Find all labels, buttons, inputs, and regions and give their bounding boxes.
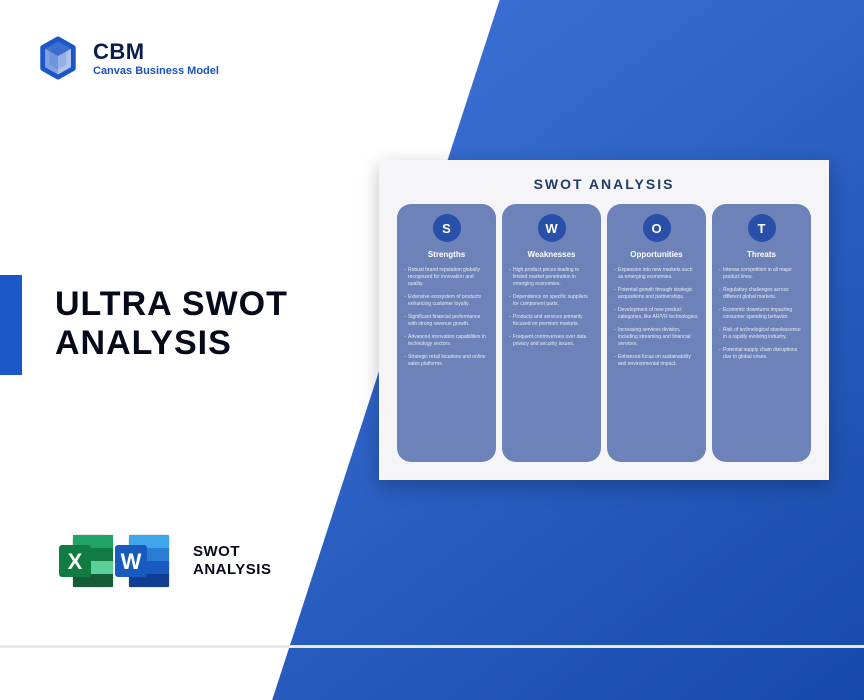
swot-item: Development of new product categories, l… (614, 307, 699, 321)
swot-column-heading: Weaknesses (528, 250, 576, 259)
swot-column: T Threats Intense competition in all major… (712, 204, 811, 462)
swot-preview-card: SWOT ANALYSIS S Strengths Robust brand rep… (379, 160, 829, 480)
swot-item: Intense competition in all major product… (719, 267, 804, 281)
swot-item: Enhanced focus on sustainability and env… (614, 354, 699, 368)
filetype-label-line-1: SWOT (193, 543, 271, 561)
swot-item: High product prices leading to limited m… (509, 267, 594, 288)
swot-item: Risk of technological obsolescence in a … (719, 327, 804, 341)
brand-logo-icon (35, 35, 81, 81)
swot-letter-badge: T (748, 214, 776, 242)
swot-item-list: Expansion into new markets such as emerg… (614, 267, 699, 374)
swot-column-heading: Threats (747, 250, 776, 259)
svg-text:W: W (121, 549, 142, 574)
excel-icon: X (55, 529, 119, 593)
swot-card-title: SWOT ANALYSIS (397, 176, 811, 192)
swot-column: W Weaknesses High product prices leading t… (502, 204, 601, 462)
swot-item: Advanced innovation capabilities in tech… (404, 334, 489, 348)
swot-column-heading: Opportunities (630, 250, 682, 259)
swot-column-heading: Strengths (428, 250, 465, 259)
swot-item: Expansion into new markets such as emerg… (614, 267, 699, 281)
filetype-icons: X W SWOT ANALYSIS (55, 529, 271, 593)
filetype-label-line-2: ANALYSIS (193, 561, 271, 579)
swot-letter-badge: W (538, 214, 566, 242)
swot-item: Dependence on specific suppliers for com… (509, 294, 594, 308)
swot-item: Potential growth through strategic acqui… (614, 287, 699, 301)
swot-item: Economic downturns impacting consumer sp… (719, 307, 804, 321)
accent-bar (0, 275, 22, 375)
swot-columns: S Strengths Robust brand reputation global… (397, 204, 811, 462)
swot-letter-badge: S (433, 214, 461, 242)
swot-item: Strategic retail locations and online sa… (404, 354, 489, 368)
title-line-1: ULTRA SWOT (55, 285, 288, 324)
swot-item: Products and services primarily focused … (509, 314, 594, 328)
word-icon: W (111, 529, 175, 593)
swot-item: Regulatory challenges across different g… (719, 287, 804, 301)
swot-letter-badge: O (643, 214, 671, 242)
swot-column: O Opportunities Expansion into new markets… (607, 204, 706, 462)
swot-item-list: Robust brand reputation globally recogni… (404, 267, 489, 374)
page-title: ULTRA SWOT ANALYSIS (55, 285, 288, 363)
brand-full-name: Canvas Business Model (93, 65, 219, 77)
brand-logo-block: CBM Canvas Business Model (35, 35, 219, 81)
svg-text:X: X (68, 549, 83, 574)
swot-item-list: Intense competition in all major product… (719, 267, 804, 367)
swot-item: Robust brand reputation globally recogni… (404, 267, 489, 288)
swot-item: Frequent controversies over data privacy… (509, 334, 594, 348)
swot-item: Extensive ecosystem of products enhancin… (404, 294, 489, 308)
swot-item-list: High product prices leading to limited m… (509, 267, 594, 354)
swot-column: S Strengths Robust brand reputation global… (397, 204, 496, 462)
filetype-label: SWOT ANALYSIS (193, 543, 271, 579)
swot-item: Significant financial performance with s… (404, 314, 489, 328)
brand-short-name: CBM (93, 39, 219, 65)
swot-item: Increasing services division, including … (614, 327, 699, 348)
title-line-2: ANALYSIS (55, 324, 288, 363)
swot-item: Potential supply chain disruptions due t… (719, 347, 804, 361)
